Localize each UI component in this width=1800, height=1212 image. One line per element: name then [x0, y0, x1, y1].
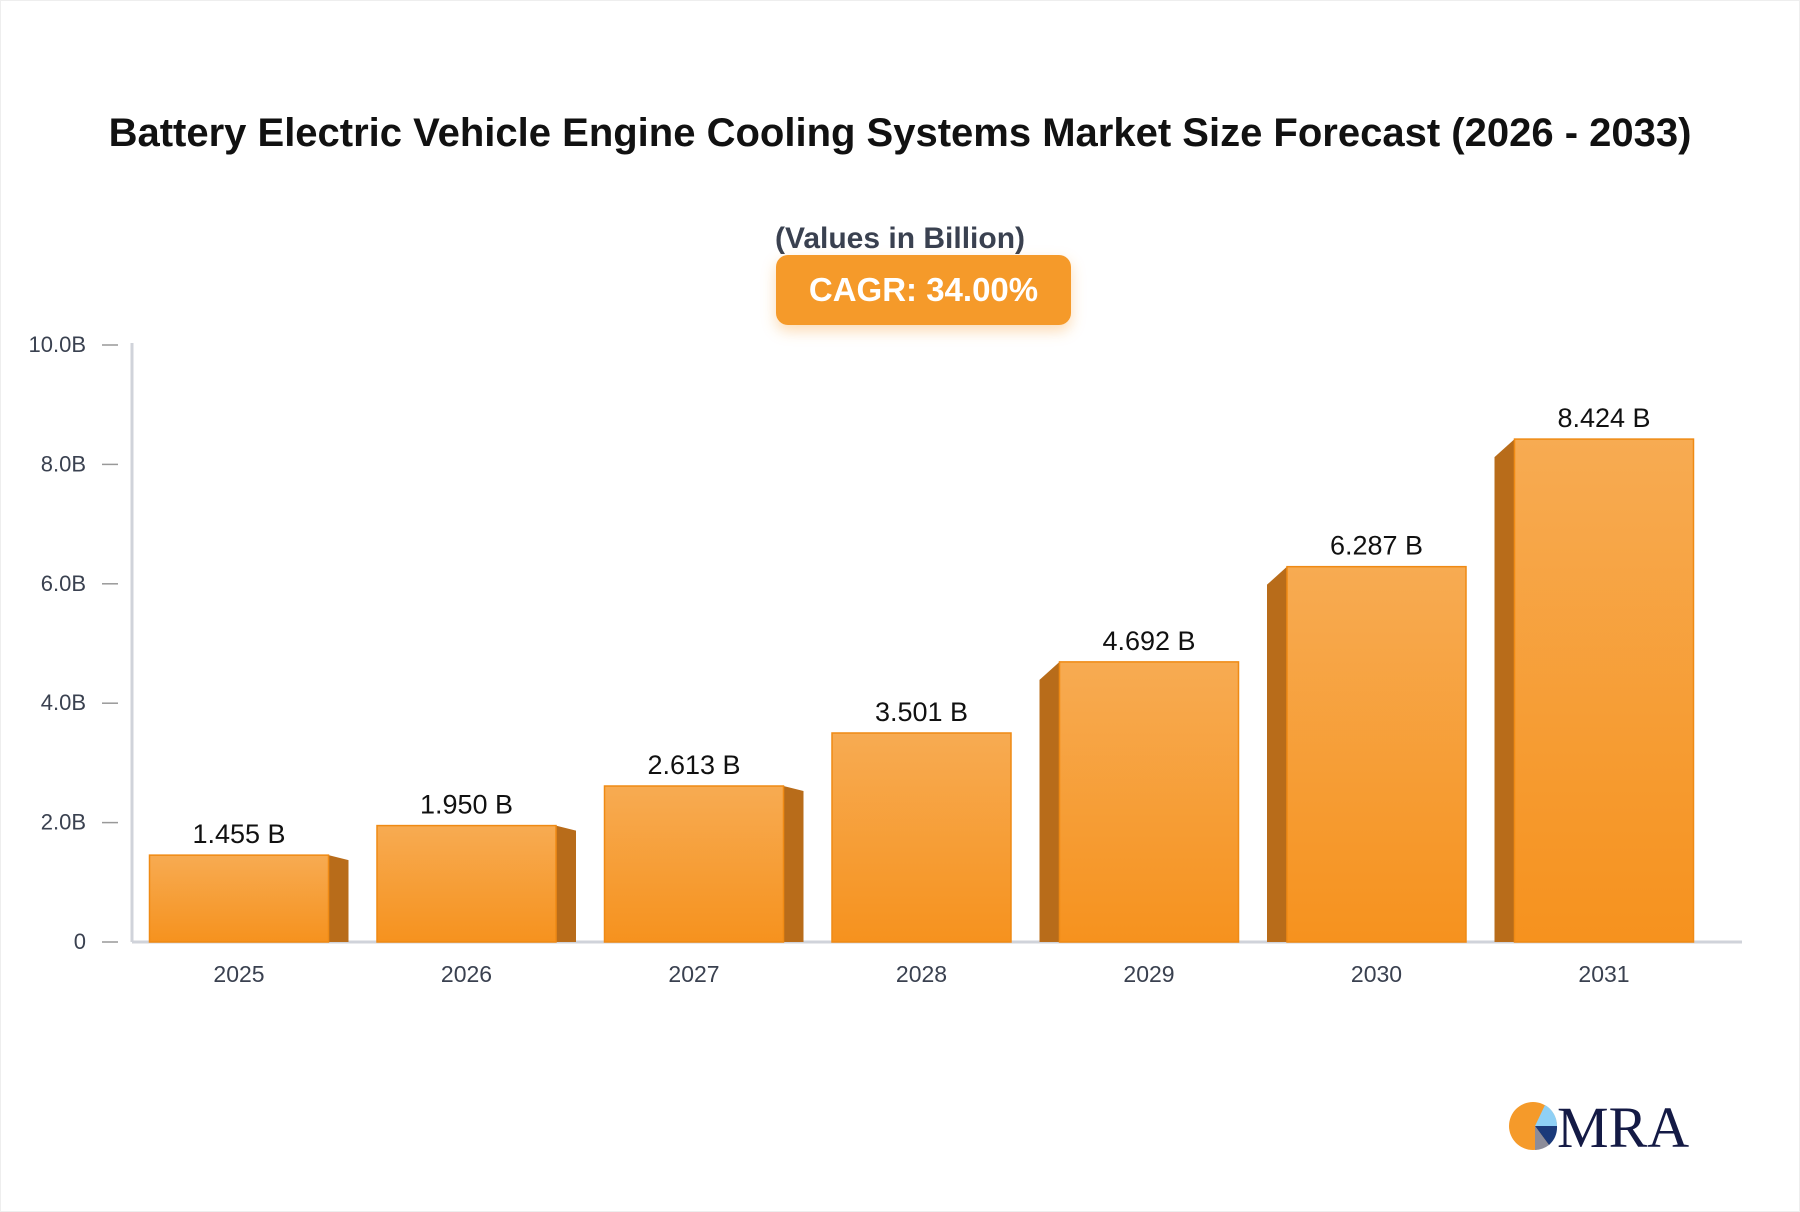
data-label: 4.692 B — [1102, 626, 1195, 656]
bar-side-face — [1267, 566, 1287, 942]
cagr-badge: CAGR: 34.00% — [776, 255, 1071, 325]
data-label: 1.950 B — [420, 790, 513, 820]
x-tick-label: 2029 — [1123, 961, 1174, 987]
data-label: 6.287 B — [1330, 531, 1423, 561]
x-tick-label: 2031 — [1578, 961, 1629, 987]
y-tick-label: 2.0B — [41, 810, 86, 835]
x-tick-label: 2030 — [1351, 961, 1402, 987]
mra-logo: MRA — [1509, 1095, 1689, 1155]
bar-side-face — [1039, 661, 1060, 942]
bar-2025 — [148, 854, 330, 943]
x-tick-label: 2026 — [441, 961, 492, 987]
y-tick-label: 6.0B — [41, 571, 86, 596]
bar-side-face — [1494, 439, 1515, 942]
x-tick-label: 2025 — [213, 961, 264, 987]
chart-subtitle: (Values in Billion) — [774, 222, 1026, 255]
bar-2031 — [1513, 438, 1695, 943]
bar-side-face — [783, 786, 804, 942]
bar-2026 — [376, 824, 557, 943]
bar-2028 — [831, 732, 1012, 943]
bar-2029 — [1058, 661, 1240, 943]
data-label: 2.613 B — [647, 750, 740, 780]
bar-2027 — [603, 785, 785, 943]
chart-title: Battery Electric Vehicle Engine Cooling … — [108, 111, 1692, 155]
bar-side-face — [556, 825, 576, 942]
y-tick-label: 0 — [74, 929, 86, 954]
y-tick-label: 10.0B — [29, 332, 87, 357]
data-label: 8.424 B — [1557, 403, 1650, 433]
svg-text:MRA: MRA — [1557, 1095, 1689, 1155]
y-tick-label: 4.0B — [41, 690, 86, 715]
x-tick-label: 2028 — [896, 961, 947, 987]
y-tick-label: 8.0B — [41, 451, 86, 476]
data-label: 1.455 B — [192, 819, 285, 849]
bar-2030 — [1286, 565, 1467, 943]
bar-side-face — [328, 855, 349, 942]
x-tick-label: 2027 — [668, 961, 719, 987]
data-label: 3.501 B — [875, 697, 968, 727]
